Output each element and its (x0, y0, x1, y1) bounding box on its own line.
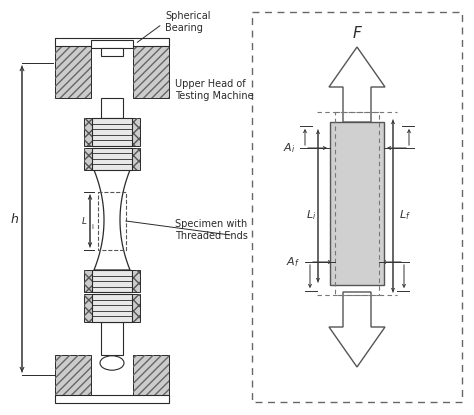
Bar (55, 38, 91, 98)
Bar (55, 395, 169, 403)
Bar (55, 38, 91, 98)
Bar (133, 38, 169, 98)
Bar (55, 355, 91, 395)
Bar (330, 122, 384, 285)
Bar (55, 355, 91, 395)
Bar (84, 148, 140, 170)
Bar (84, 270, 140, 292)
Bar (91, 40, 133, 48)
Text: $L_f$: $L_f$ (399, 209, 411, 222)
Bar (84, 148, 140, 170)
Bar (133, 38, 169, 98)
Bar (101, 98, 123, 118)
Text: $A_f$: $A_f$ (286, 255, 300, 269)
Bar (133, 355, 169, 395)
Bar (84, 118, 140, 146)
Bar (92, 270, 132, 292)
Bar (133, 355, 169, 395)
Polygon shape (329, 47, 385, 122)
Bar (84, 270, 140, 292)
Bar (84, 118, 140, 146)
Polygon shape (329, 292, 385, 367)
Bar (92, 148, 132, 170)
Text: $L_i$: $L_i$ (306, 209, 316, 222)
Text: F: F (353, 27, 361, 42)
Text: L: L (82, 217, 87, 225)
Polygon shape (94, 170, 130, 270)
Text: Specimen with
Threaded Ends: Specimen with Threaded Ends (175, 219, 248, 241)
Bar (84, 294, 140, 322)
Bar (101, 48, 123, 56)
Text: Upper Head of
Testing Machine: Upper Head of Testing Machine (169, 78, 254, 101)
Text: $A_i$: $A_i$ (283, 141, 295, 155)
Bar (101, 322, 123, 355)
Bar (252, 12, 462, 402)
Text: h: h (11, 212, 19, 225)
Bar (84, 294, 140, 322)
Bar (92, 294, 132, 322)
Bar (335, 112, 379, 295)
Bar (98, 192, 126, 250)
Text: Spherical
Bearing: Spherical Bearing (137, 11, 210, 42)
Bar (55, 38, 169, 46)
Bar (92, 118, 132, 146)
Ellipse shape (100, 356, 124, 370)
Text: i: i (91, 224, 93, 230)
